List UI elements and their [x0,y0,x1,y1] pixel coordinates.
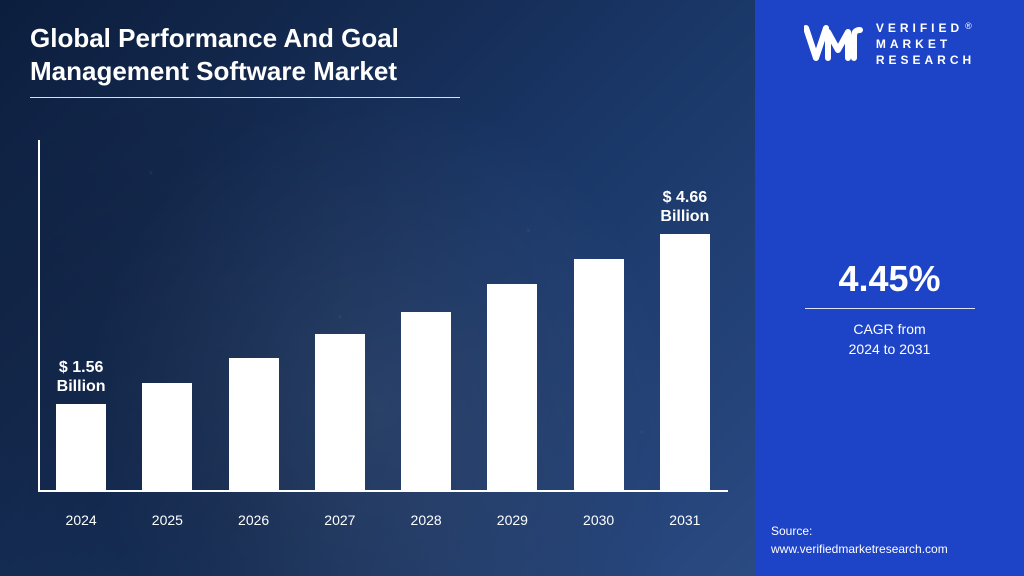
value-callout: $ 4.66Billion [640,188,730,226]
x-axis-label: 2026 [211,512,297,528]
bar [315,334,365,490]
value-callout: $ 1.56Billion [36,358,126,396]
bar-slot [124,140,210,490]
bar-slot [556,140,642,490]
bar [401,312,451,490]
bar-chart: $ 1.56Billion$ 4.66Billion 2024202520262… [38,140,728,540]
title-block: Global Performance And Goal Management S… [30,22,550,98]
x-labels: 20242025202620272028202920302031 [38,512,728,528]
bar-slot: $ 1.56Billion [38,140,124,490]
source-url: www.verifiedmarketresearch.com [771,542,948,556]
logo-line1: VERIFIED [876,21,963,35]
source-block: Source: www.verifiedmarketresearch.com [771,522,948,558]
right-panel: VERIFIED® MARKET RESEARCH 4.45% CAGR fro… [755,0,1024,576]
bar-slot [469,140,555,490]
logo-mark-icon [804,22,866,66]
left-panel: Global Performance And Goal Management S… [0,0,755,576]
cagr-label-line1: CAGR from [853,321,925,337]
bar [660,234,710,490]
bar-slot: $ 4.66Billion [642,140,728,490]
bar [487,284,537,490]
cagr-value: 4.45% [755,258,1024,300]
cagr-underline [805,308,975,309]
source-label: Source: [771,524,812,538]
bars-container: $ 1.56Billion $ 4.66Billion [38,140,728,490]
bar-slot [211,140,297,490]
brand-logo: VERIFIED® MARKET RESEARCH [755,20,1024,69]
logo-text: VERIFIED® MARKET RESEARCH [876,20,975,69]
x-axis-label: 2025 [124,512,210,528]
x-axis-label: 2024 [38,512,124,528]
bar [229,358,279,490]
x-axis [38,490,728,492]
logo-line2: MARKET [876,36,975,52]
x-axis-label: 2031 [642,512,728,528]
x-axis-label: 2028 [383,512,469,528]
cagr-label: CAGR from 2024 to 2031 [755,319,1024,360]
bar [574,259,624,490]
infographic-canvas: Global Performance And Goal Management S… [0,0,1024,576]
x-axis-label: 2027 [297,512,383,528]
bar [142,383,192,490]
bar [56,404,106,490]
logo-line3: RESEARCH [876,52,975,68]
chart-title: Global Performance And Goal Management S… [30,22,550,87]
registered-icon: ® [965,21,972,31]
title-underline [30,97,460,98]
cagr-block: 4.45% CAGR from 2024 to 2031 [755,258,1024,360]
x-axis-label: 2029 [469,512,555,528]
bar-slot [383,140,469,490]
cagr-label-line2: 2024 to 2031 [849,341,931,357]
bar-slot [297,140,383,490]
x-axis-label: 2030 [556,512,642,528]
